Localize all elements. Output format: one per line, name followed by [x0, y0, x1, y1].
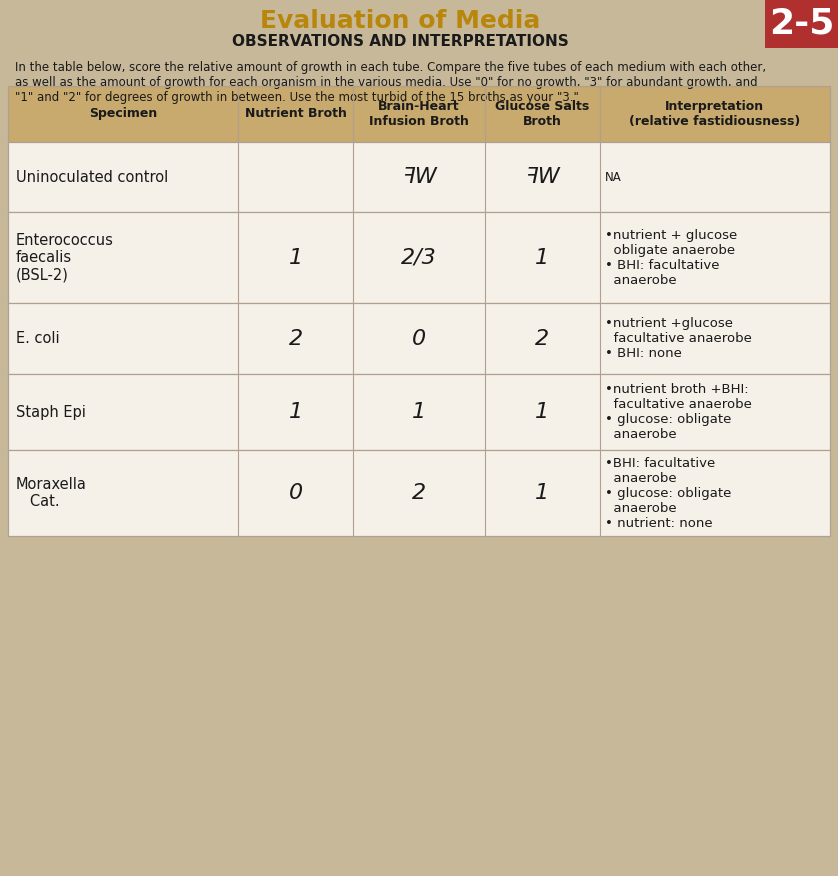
- FancyBboxPatch shape: [8, 450, 830, 536]
- Text: 2: 2: [288, 328, 303, 349]
- Text: NA: NA: [605, 171, 622, 183]
- Text: Staph Epi: Staph Epi: [16, 405, 85, 420]
- Text: Specimen: Specimen: [89, 107, 158, 120]
- Text: •nutrient +glucose
  facultative anaerobe
• BHI: none: •nutrient +glucose facultative anaerobe …: [605, 317, 752, 360]
- Text: •nutrient broth +BHI:
  facultative anaerobe
• glucose: obligate
  anaerobe: •nutrient broth +BHI: facultative anaero…: [605, 383, 752, 442]
- FancyBboxPatch shape: [8, 374, 830, 450]
- Text: 2-5: 2-5: [768, 7, 834, 41]
- Text: 1: 1: [288, 248, 303, 268]
- Text: OBSERVATIONS AND INTERPRETATIONS: OBSERVATIONS AND INTERPRETATIONS: [231, 33, 568, 48]
- Text: 0: 0: [288, 483, 303, 503]
- Text: Interpretation
(relative fastidiousness): Interpretation (relative fastidiousness): [629, 100, 800, 128]
- Text: Glucose Salts
Broth: Glucose Salts Broth: [495, 100, 589, 128]
- Text: ꟻW: ꟻW: [525, 167, 560, 187]
- Text: ꟻW: ꟻW: [401, 167, 437, 187]
- Text: 0: 0: [412, 328, 426, 349]
- Text: In the table below, score the relative amount of growth in each tube. Compare th: In the table below, score the relative a…: [15, 61, 766, 104]
- Text: 1: 1: [535, 402, 550, 422]
- Text: •BHI: facultative
  anaerobe
• glucose: obligate
  anaerobe
• nutrient: none: •BHI: facultative anaerobe • glucose: ob…: [605, 456, 732, 529]
- FancyBboxPatch shape: [8, 303, 830, 374]
- FancyBboxPatch shape: [765, 0, 838, 48]
- Text: 1: 1: [535, 483, 550, 503]
- Text: 1: 1: [412, 402, 426, 422]
- Text: •nutrient + glucose
  obligate anaerobe
• BHI: facultative
  anaerobe: •nutrient + glucose obligate anaerobe • …: [605, 229, 737, 287]
- Text: E. coli: E. coli: [16, 331, 59, 346]
- Text: Evaluation of Media: Evaluation of Media: [260, 9, 541, 33]
- Text: 1: 1: [535, 248, 550, 268]
- Text: 2: 2: [535, 328, 550, 349]
- Text: Uninoculated control: Uninoculated control: [16, 170, 168, 185]
- Text: 2: 2: [412, 483, 426, 503]
- Text: 2/3: 2/3: [401, 248, 437, 268]
- Text: Brain-Heart
Infusion Broth: Brain-Heart Infusion Broth: [369, 100, 469, 128]
- FancyBboxPatch shape: [8, 212, 830, 303]
- FancyBboxPatch shape: [8, 86, 830, 142]
- Text: Enterococcus
faecalis
(BSL-2): Enterococcus faecalis (BSL-2): [16, 233, 114, 283]
- Text: Nutrient Broth: Nutrient Broth: [245, 107, 347, 120]
- Text: Moraxella
   Cat.: Moraxella Cat.: [16, 477, 87, 509]
- Text: 1: 1: [288, 402, 303, 422]
- FancyBboxPatch shape: [8, 142, 830, 212]
